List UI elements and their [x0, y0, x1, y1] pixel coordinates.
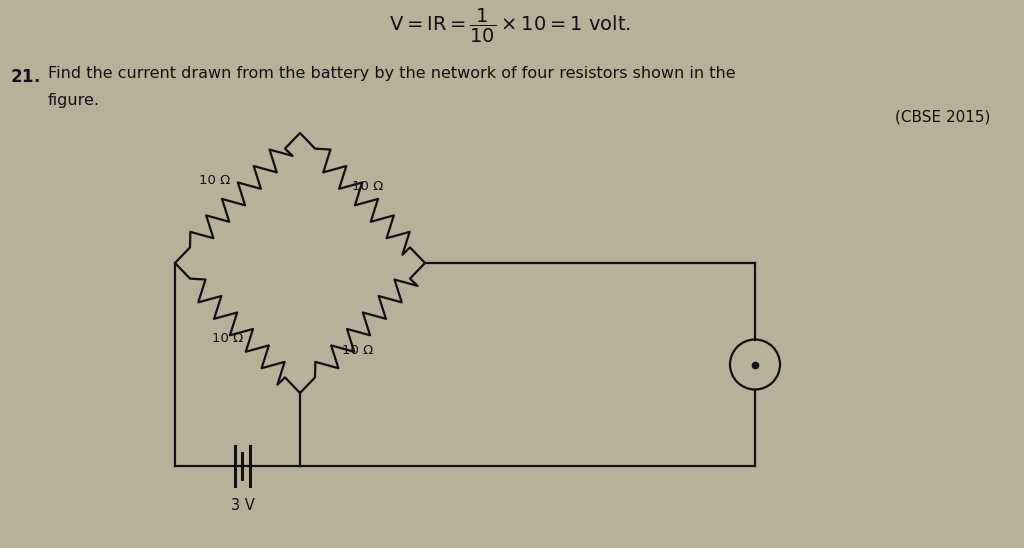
Text: figure.: figure. [48, 93, 100, 108]
Text: 10 Ω: 10 Ω [342, 345, 374, 357]
Text: 3 V: 3 V [230, 498, 254, 513]
Text: $\mathbf{21.}$: $\mathbf{21.}$ [10, 68, 40, 86]
Text: 10 Ω: 10 Ω [212, 332, 244, 345]
Text: (CBSE 2015): (CBSE 2015) [895, 110, 990, 125]
Text: 10 Ω: 10 Ω [200, 174, 230, 187]
Text: $\mathrm{V = IR = \dfrac{1}{10} \times 10 = 1 \ volt.}$: $\mathrm{V = IR = \dfrac{1}{10} \times 1… [389, 7, 631, 45]
Text: Find the current drawn from the battery by the network of four resistors shown i: Find the current drawn from the battery … [48, 66, 735, 81]
Text: 10 Ω: 10 Ω [352, 180, 384, 193]
